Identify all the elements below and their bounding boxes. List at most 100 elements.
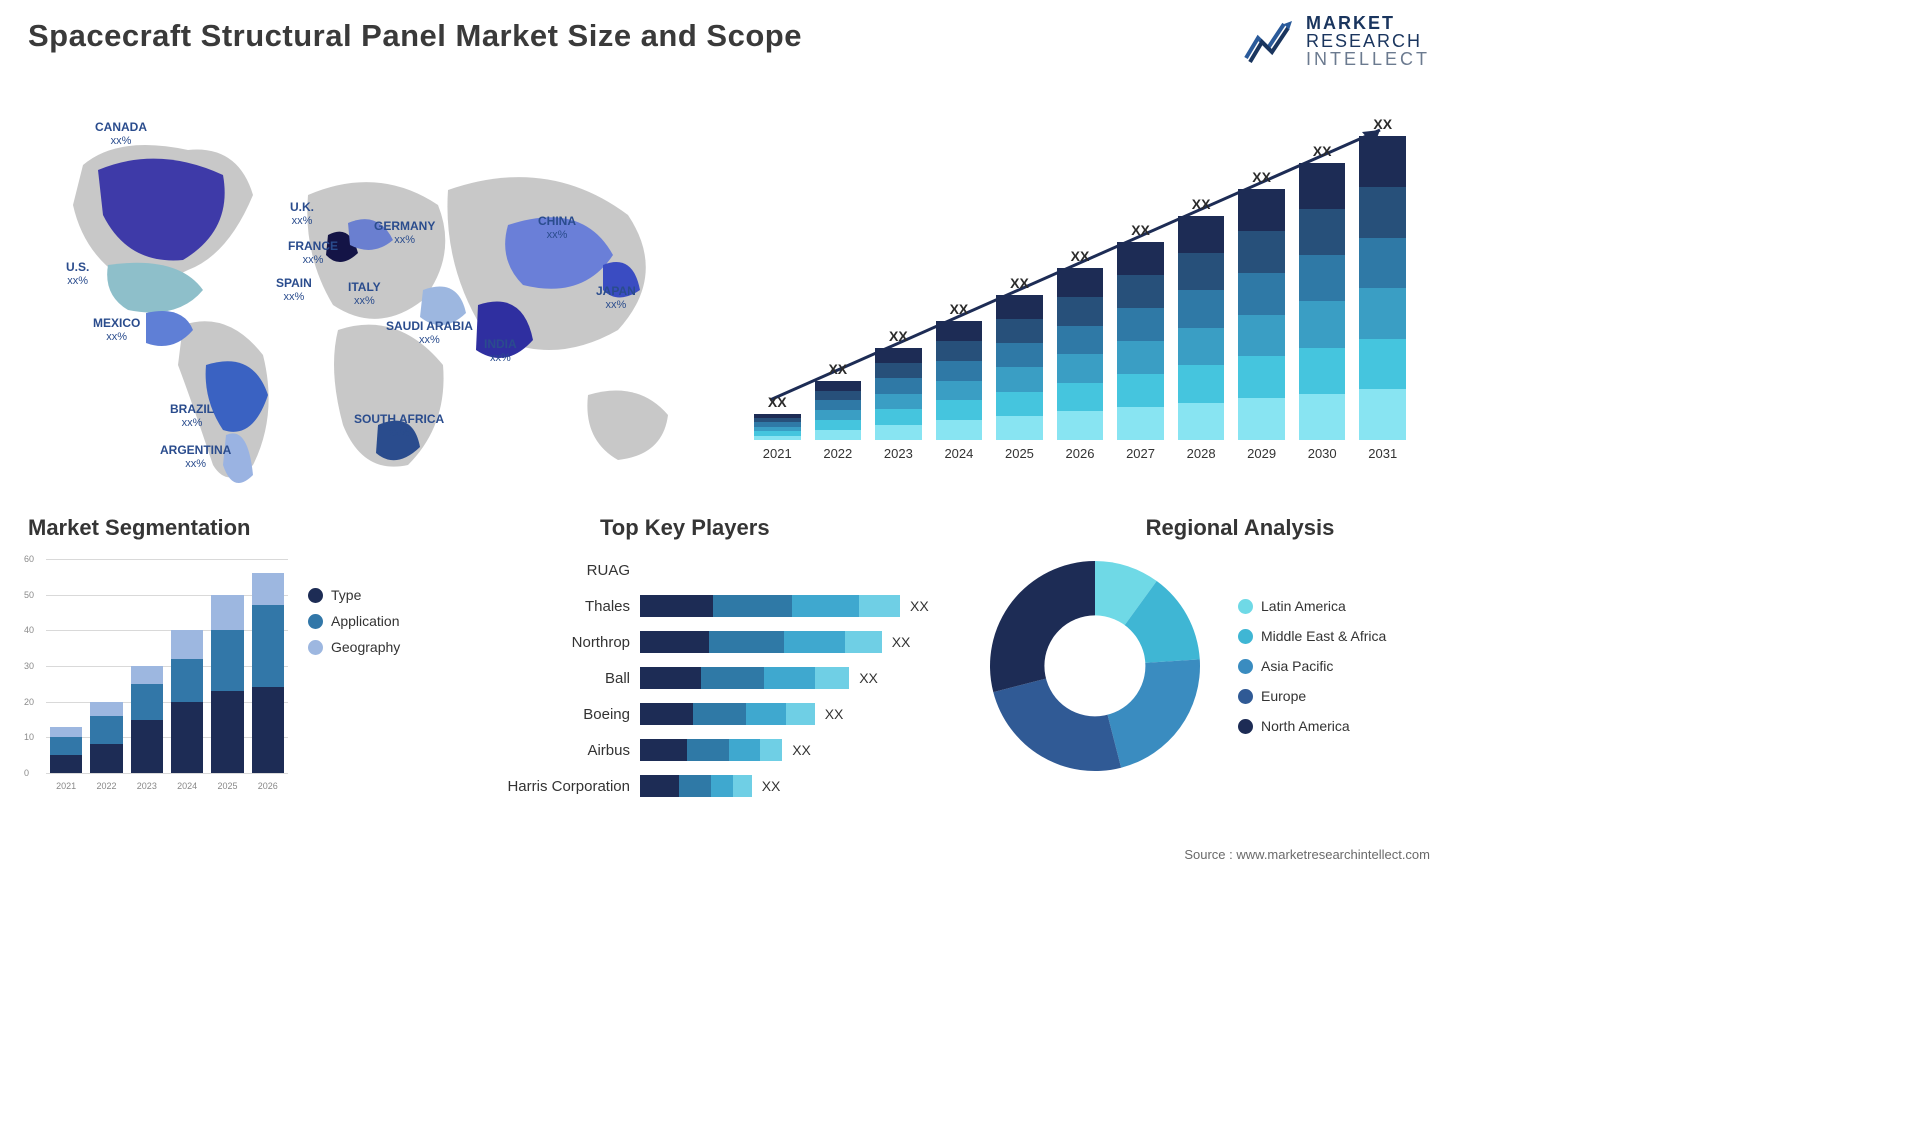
bar-value-label: XX [889,328,908,344]
player-name: Boeing [470,706,640,723]
main-bar-col: XX2028 [1178,90,1225,440]
bar-x-label: 2025 [1005,446,1034,461]
map-label: BRAZILxx% [170,403,214,429]
bar-value-label: XX [1313,143,1332,159]
y-tick-label: 60 [24,554,34,564]
legend-item: Asia Pacific [1238,658,1386,674]
map-label: ARGENTINAxx% [160,444,231,470]
legend-item: Type [308,587,400,603]
player-name: Harris Corporation [470,778,640,795]
legend-item: Application [308,613,400,629]
bar-value-label: XX [950,301,969,317]
main-bar-col: XX2023 [875,90,922,440]
main-bar-col: XX2021 [754,90,801,440]
y-tick-label: 20 [24,697,34,707]
bar-value-label: XX [1192,196,1211,212]
player-bar [640,775,752,797]
segmentation-legend: Type Application Geography [308,555,400,795]
source-text: Source : www.marketresearchintellect.com [1184,847,1430,862]
bar-value-label: XX [1252,169,1271,185]
map-label: MEXICOxx% [93,317,140,343]
seg-x-label: 2022 [96,781,116,791]
seg-x-label: 2023 [137,781,157,791]
logo-line2: RESEARCH [1306,32,1430,50]
main-bar-col: XX2027 [1117,90,1164,440]
legend-item: Latin America [1238,598,1386,614]
bar-x-label: 2024 [944,446,973,461]
player-name: Airbus [470,742,640,759]
bar-x-label: 2031 [1368,446,1397,461]
y-tick-label: 0 [24,768,29,778]
legend-item: North America [1238,718,1386,734]
player-row: RUAG [470,557,960,583]
seg-x-label: 2025 [217,781,237,791]
bar-x-label: 2030 [1308,446,1337,461]
player-row: Ball XX [470,665,960,691]
map-label: ITALYxx% [348,281,381,307]
player-bar [640,703,815,725]
bar-x-label: 2023 [884,446,913,461]
y-tick-label: 50 [24,590,34,600]
seg-x-label: 2026 [258,781,278,791]
regional-section: Regional Analysis Latin America Middle Ea… [980,515,1440,781]
map-label: U.S.xx% [66,261,89,287]
bar-value-label: XX [768,394,787,410]
map-label: SPAINxx% [276,277,312,303]
main-bar-col: XX2026 [1057,90,1104,440]
map-label: SAUDI ARABIAxx% [386,320,473,346]
map-label: U.K.xx% [290,201,314,227]
player-value: XX [762,778,781,794]
map-label: SOUTH AFRICAxx% [354,413,444,439]
seg-bar-col: 2023 [131,666,163,773]
player-value: XX [859,670,878,686]
bar-value-label: XX [1071,248,1090,264]
brand-logo: MARKET RESEARCH INTELLECT [1244,14,1430,68]
player-row: Airbus XX [470,737,960,763]
player-bar [640,595,900,617]
y-tick-label: 30 [24,661,34,671]
segmentation-title: Market Segmentation [28,515,448,541]
main-bar-col: XX2025 [996,90,1043,440]
regional-title: Regional Analysis [1040,515,1440,541]
bar-value-label: XX [828,361,847,377]
player-row: Thales XX [470,593,960,619]
seg-bar-col: 2025 [211,595,243,773]
bar-x-label: 2021 [763,446,792,461]
map-label: GERMANYxx% [374,220,435,246]
player-bar [640,739,782,761]
map-label: CHINAxx% [538,215,576,241]
page-title: Spacecraft Structural Panel Market Size … [28,18,802,54]
y-tick-label: 40 [24,625,34,635]
key-players-section: Top Key Players RUAGThalesXXNorthropXXBa… [470,515,960,799]
logo-line3: INTELLECT [1306,50,1430,68]
key-players-title: Top Key Players [600,515,770,541]
legend-item: Europe [1238,688,1386,704]
y-tick-label: 10 [24,732,34,742]
bar-value-label: XX [1373,116,1392,132]
player-value: XX [892,634,911,650]
legend-item: Geography [308,639,400,655]
player-bar [640,631,882,653]
world-map: CANADAxx%U.S.xx%MEXICOxx%BRAZILxx%ARGENT… [28,95,708,495]
seg-bar-col: 2021 [50,727,82,773]
player-name: Ball [470,670,640,687]
regional-donut [980,551,1210,781]
bar-x-label: 2026 [1066,446,1095,461]
player-name: Northrop [470,634,640,651]
player-row: Northrop XX [470,629,960,655]
player-name: Thales [470,598,640,615]
map-label: FRANCExx% [288,240,338,266]
main-growth-chart: XX2021XX2022XX2023XX2024XX2025XX2026XX20… [740,90,1420,480]
bar-x-label: 2028 [1187,446,1216,461]
seg-x-label: 2021 [56,781,76,791]
logo-mark-icon [1244,18,1296,64]
segmentation-chart: 0102030405060 202120222023202420252026 [28,555,288,795]
player-row: Harris Corporation XX [470,773,960,799]
player-value: XX [792,742,811,758]
player-value: XX [910,598,929,614]
seg-bar-col: 2026 [252,573,284,773]
player-row: BoeingXX [470,701,960,727]
logo-line1: MARKET [1306,14,1430,32]
seg-bar-col: 2022 [90,702,122,773]
legend-item: Middle East & Africa [1238,628,1386,644]
